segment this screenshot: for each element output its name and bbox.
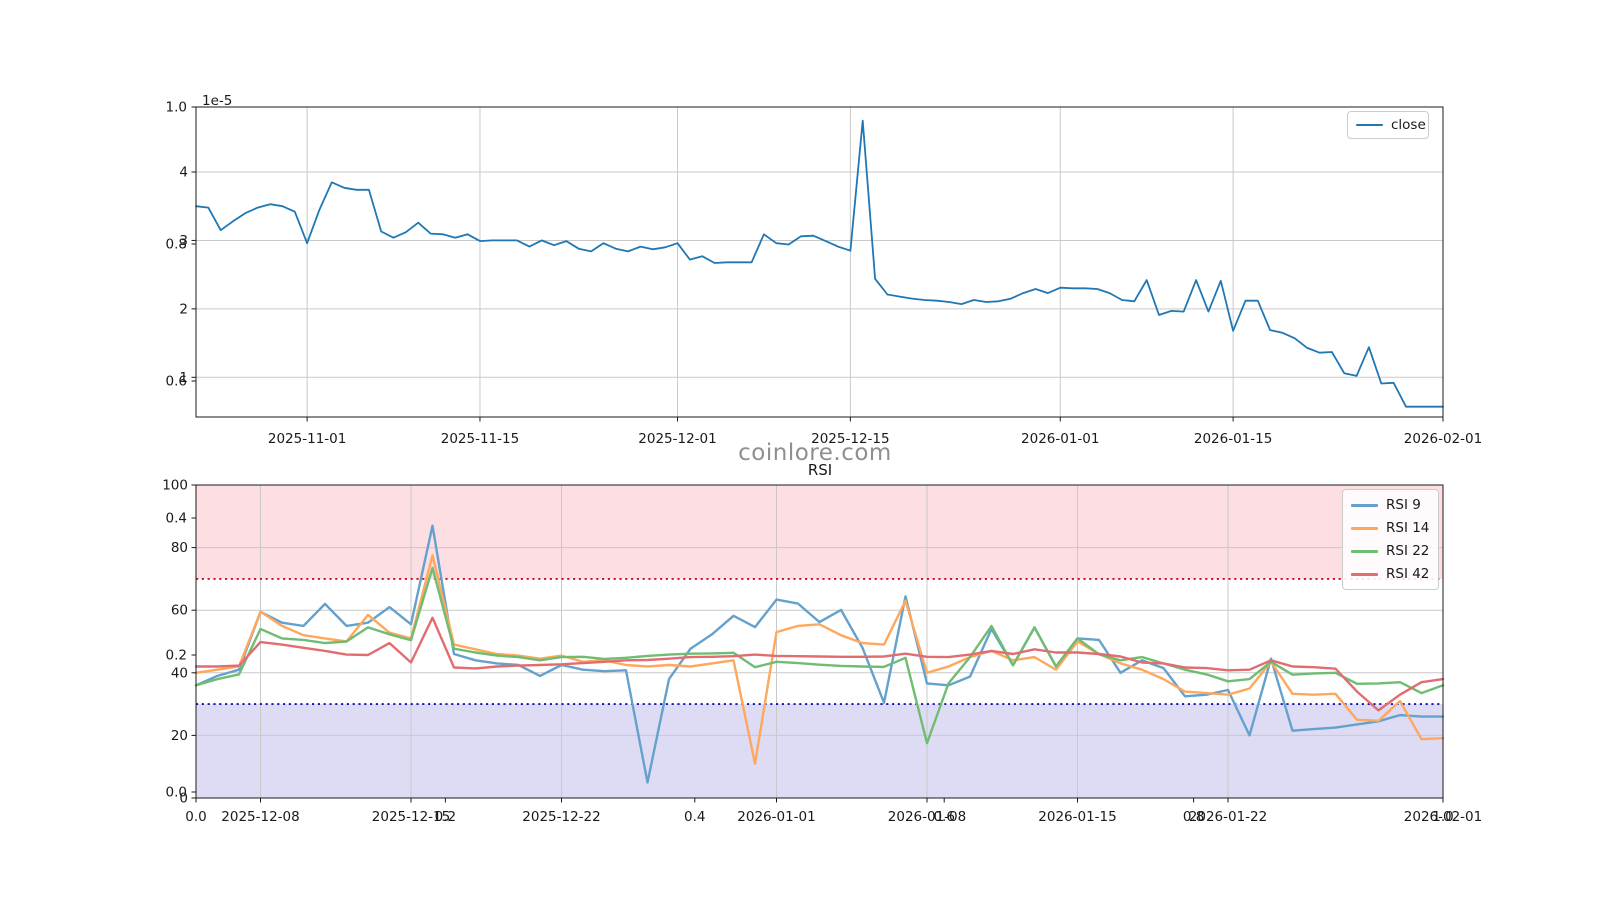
rsi-22-legend-label: RSI 22: [1386, 543, 1430, 559]
price-x-tick-label: 2025-11-01: [268, 431, 346, 447]
rsi-9-legend-swatch: [1351, 503, 1378, 507]
overlay-y-tick-label: 0.6: [166, 374, 187, 390]
price-y-tick-label: 3: [179, 233, 188, 249]
price-x-tick-label: 2026-01-15: [1194, 431, 1272, 447]
price-series-line-close: [195, 119, 1444, 408]
rsi-14-legend-swatch: [1351, 526, 1378, 530]
legend-row-rsi-14: RSI 14: [1351, 520, 1430, 536]
rsi-x-tick-label: 2025-12-15: [372, 809, 450, 825]
rsi-series-line-rsi-22: [194, 566, 1445, 745]
price-x-tick-label: 2025-12-15: [811, 431, 889, 447]
rsi-y-tick-label: 60: [171, 603, 188, 619]
rsi-42-legend-swatch: [1351, 572, 1378, 576]
rsi-frame: [195, 484, 1444, 799]
rsi-x-tick-label: 2025-12-08: [221, 809, 299, 825]
rsi-x-tick-label: 2026-01-08: [888, 809, 966, 825]
rsi-zones: [196, 485, 1443, 798]
rsi-y-tick-label: 0: [179, 791, 188, 807]
overlay-x-tick-label: 0.4: [684, 809, 705, 825]
rsi-y-tick-label: 40: [171, 665, 188, 681]
rsi-x-tick-label: 2026-01-01: [737, 809, 815, 825]
price-x-tick-label: 2026-02-01: [1404, 431, 1482, 447]
overlay-y-tick-label: 0.0: [166, 785, 187, 801]
rsi-y-tick-label: 20: [171, 728, 188, 744]
rsi-x-tick-label: 2026-01-22: [1189, 809, 1267, 825]
rsi-14-legend-label: RSI 14: [1386, 520, 1430, 536]
price-legend: close: [1347, 111, 1429, 139]
overlay-x-tick-label: 0.6: [933, 809, 954, 825]
price-x-tick-label: 2026-01-01: [1021, 431, 1099, 447]
rsi-x-tick-label: 2026-02-01: [1404, 809, 1482, 825]
price-y-tick-label: 2: [179, 301, 188, 317]
price-y-offset-label: 1e-5: [202, 93, 232, 109]
rsi-panel-title: RSI: [807, 461, 833, 479]
rsi-zone-oversold: [196, 704, 1443, 798]
rsi-9-legend-label: RSI 9: [1386, 497, 1421, 513]
watermark-text: coinlore.com: [738, 440, 892, 466]
price-frame: [195, 106, 1444, 418]
legend-row-rsi-9: RSI 9: [1351, 497, 1430, 513]
close-legend-label: close: [1391, 117, 1426, 133]
rsi-x-tick-label: 2025-12-22: [522, 809, 600, 825]
price-x-tick-label: 2025-11-15: [441, 431, 519, 447]
rsi-y-tick-label: 100: [162, 478, 188, 494]
overlay-y-tick-label: 0.8: [166, 237, 187, 253]
rsi-22-legend-swatch: [1351, 549, 1378, 553]
overlay-y-tick-label: 0.2: [166, 648, 187, 664]
legend-row-rsi-42: RSI 42: [1351, 566, 1430, 582]
rsi-zone-overbought: [196, 485, 1443, 579]
rsi-legend: RSI 9 RSI 14 RSI 22 RSI 42: [1342, 489, 1439, 590]
overlay-x-tick-label: 0.0: [185, 809, 206, 825]
overlay-y-tick-label: 0.4: [166, 511, 187, 527]
overlay-x-tick-label: 0.2: [435, 809, 456, 825]
rsi-x-tick-label: 2026-01-15: [1038, 809, 1116, 825]
overlay-y-tick-label: 1.0: [166, 100, 187, 116]
legend-row-rsi-22: RSI 22: [1351, 543, 1430, 559]
overlay-x-tick-label: 0.8: [1183, 809, 1204, 825]
rsi-y-tick-label: 80: [171, 540, 188, 556]
overlay-x-tick-label: 1.0: [1432, 809, 1453, 825]
close-legend-swatch: [1356, 124, 1383, 126]
tick-labels: 2025-11-01 2025-11-15 2025-12-01 2025-12-15…: [162, 93, 1482, 825]
rsi-series-line-rsi-9: [194, 524, 1445, 784]
price-x-tick-label: 2025-12-01: [638, 431, 716, 447]
price-y-tick-label: 1: [179, 370, 188, 386]
rsi-series-line-rsi-14: [194, 554, 1445, 765]
rsi-series-line-rsi-42: [194, 616, 1445, 712]
rsi-42-legend-label: RSI 42: [1386, 566, 1430, 582]
price-y-tick-label: 4: [179, 165, 188, 181]
